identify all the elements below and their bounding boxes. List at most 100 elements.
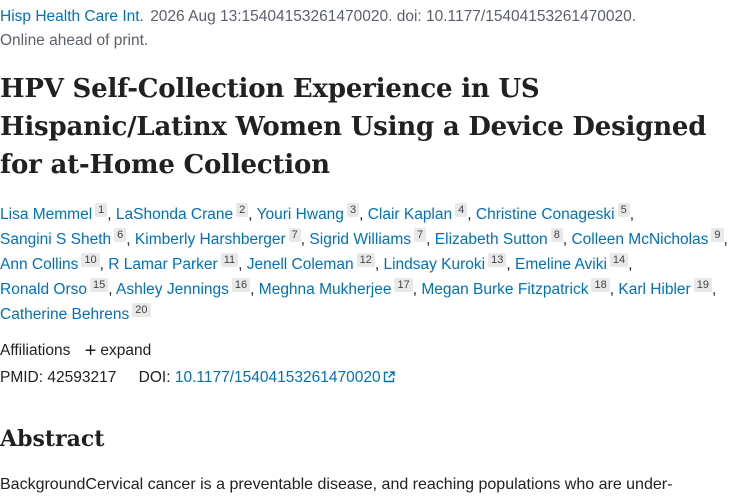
affiliation-number[interactable]: 15 [90, 278, 109, 292]
author-item: Sigrid Williams 7 [309, 228, 427, 248]
author-item: Emeline Aviki 14 [515, 253, 629, 273]
author-item: Youri Hwang 3 [256, 203, 360, 223]
author-item: Christine Conageski 5 [475, 203, 630, 223]
affiliation-number[interactable]: 19 [693, 278, 712, 292]
affiliation-number[interactable]: 14 [609, 253, 629, 267]
affiliation-number[interactable]: 5 [617, 203, 630, 217]
article-title: HPV Self-Collection Experience in US His… [0, 74, 707, 180]
affiliation-number[interactable]: 20 [132, 303, 151, 317]
author-item: Meghna Mukherjee 17 [258, 278, 413, 298]
affiliation-number[interactable]: 11 [220, 253, 239, 267]
author-name-link[interactable]: Christine Conageski [475, 206, 615, 223]
author-name-link[interactable]: Kimberly Harshberger [134, 231, 286, 248]
author-name-link[interactable]: Karl Hibler [618, 281, 691, 298]
author-name-link[interactable]: Ann Collins [0, 256, 79, 273]
author-separator: , [99, 256, 109, 273]
author-item: Lindsay Kuroki 13 [383, 253, 507, 273]
author-name-link[interactable]: Ashley Jennings [116, 281, 229, 298]
author-separator: , [107, 206, 116, 223]
author-separator: , [723, 231, 728, 248]
author-item: Karl Hibler 19 [618, 278, 712, 298]
author-name-link[interactable]: Ronald Orso [0, 281, 88, 298]
affiliations-row: Affiliations + expand [0, 340, 151, 363]
author-separator: , [628, 256, 633, 273]
affiliation-number[interactable]: 18 [591, 278, 610, 292]
author-item: Ashley Jennings 16 [116, 278, 251, 298]
journal-link[interactable]: Hisp Health Care Int. [0, 8, 144, 25]
affiliation-number[interactable]: 12 [356, 253, 375, 267]
author-separator: , [426, 231, 435, 248]
author-item: LaShonda Crane 2 [115, 203, 249, 223]
citation: Hisp Health Care Int. 2026 Aug 13:154041… [0, 5, 745, 53]
author-item: Kimberly Harshberger 7 [134, 228, 301, 248]
author-separator: , [609, 281, 619, 298]
author-name-link[interactable]: Emeline Aviki [515, 256, 607, 273]
affiliations-label: Affiliations [0, 342, 71, 359]
author-item: Clair Kaplan 4 [367, 203, 468, 223]
author-name-link[interactable]: Catherine Behrens [0, 306, 130, 323]
author-separator: , [300, 231, 310, 248]
affiliation-number[interactable]: 4 [455, 203, 468, 217]
author-name-link[interactable]: Youri Hwang [256, 206, 344, 223]
author-separator: , [412, 281, 422, 298]
affiliation-number[interactable]: 16 [231, 278, 251, 292]
affiliation-number[interactable]: 3 [346, 203, 360, 217]
pmid-value: 42593217 [47, 369, 117, 386]
author-name-link[interactable]: Jenell Coleman [246, 256, 354, 273]
author-separator: , [359, 206, 368, 223]
external-link-icon [383, 370, 395, 388]
author-name-link[interactable]: Lindsay Kuroki [383, 256, 486, 273]
author-separator: , [467, 206, 476, 223]
author-name-link[interactable]: Sigrid Williams [309, 231, 412, 248]
author-item: Megan Burke Fitzpatrick 18 [421, 278, 610, 298]
author-separator: , [250, 281, 259, 298]
author-item: Catherine Behrens 20 [0, 303, 151, 323]
abstract-heading: Abstract [0, 426, 105, 452]
affiliation-number[interactable]: 6 [114, 228, 127, 242]
affiliation-number[interactable]: 8 [550, 228, 563, 242]
author-name-link[interactable]: Colleen McNicholas [571, 231, 709, 248]
author-name-link[interactable]: Meghna Mukherjee [258, 281, 392, 298]
affiliation-number[interactable]: 9 [711, 228, 724, 242]
author-item: Sangini S Sheth 6 [0, 228, 127, 248]
author-separator: , [248, 206, 257, 223]
plus-icon: + [84, 340, 97, 362]
author-separator: , [506, 256, 515, 273]
affiliation-number[interactable]: 7 [288, 228, 301, 242]
identifiers-row: PMID: 42593217 DOI: 10.1177/154041532614… [0, 369, 395, 388]
affiliation-number[interactable]: 1 [95, 203, 108, 217]
author-name-link[interactable]: Lisa Memmel [0, 206, 93, 223]
author-separator: , [562, 231, 572, 248]
author-name-link[interactable]: Elizabeth Sutton [434, 231, 548, 248]
author-separator: , [238, 256, 247, 273]
author-name-link[interactable]: R Lamar Parker [108, 256, 218, 273]
author-item: Lisa Memmel 1 [0, 203, 108, 223]
affiliation-number[interactable]: 7 [414, 228, 427, 242]
affiliations-expand-button[interactable]: + expand [84, 340, 152, 362]
expand-label: expand [100, 342, 152, 359]
author-separator: , [374, 256, 384, 273]
author-item: R Lamar Parker 11 [108, 253, 239, 273]
author-separator: , [126, 231, 135, 248]
author-name-link[interactable]: LaShonda Crane [115, 206, 234, 223]
doi-value: 10.1177/15404153261470020 [174, 369, 381, 386]
affiliation-number[interactable]: 10 [81, 253, 100, 267]
author-name-link[interactable]: Megan Burke Fitzpatrick [421, 281, 589, 298]
author-item: Jenell Coleman 12 [246, 253, 375, 273]
author-separator: , [711, 281, 717, 298]
affiliation-number[interactable]: 13 [488, 253, 507, 267]
affiliation-number[interactable]: 17 [394, 278, 413, 292]
author-separator: , [629, 206, 635, 223]
author-name-link[interactable]: Clair Kaplan [367, 206, 453, 223]
citation-details: 2026 Aug 13:15404153261470020. doi: 10.1… [150, 8, 637, 25]
author-item: Ronald Orso 15 [0, 278, 109, 298]
doi-label: DOI: [138, 369, 171, 386]
author-name-link[interactable]: Sangini S Sheth [0, 231, 112, 248]
authors-list: Lisa Memmel 1, LaShonda Crane 2, Youri Hwa… [0, 202, 745, 327]
author-item: Elizabeth Sutton 8 [434, 228, 563, 248]
publication-status: Online ahead of print. [0, 32, 149, 49]
doi-link[interactable]: 10.1177/15404153261470020 [175, 369, 395, 386]
pmid-label: PMID: [0, 369, 44, 386]
author-separator: , [108, 281, 117, 298]
affiliation-number[interactable]: 2 [236, 203, 249, 217]
